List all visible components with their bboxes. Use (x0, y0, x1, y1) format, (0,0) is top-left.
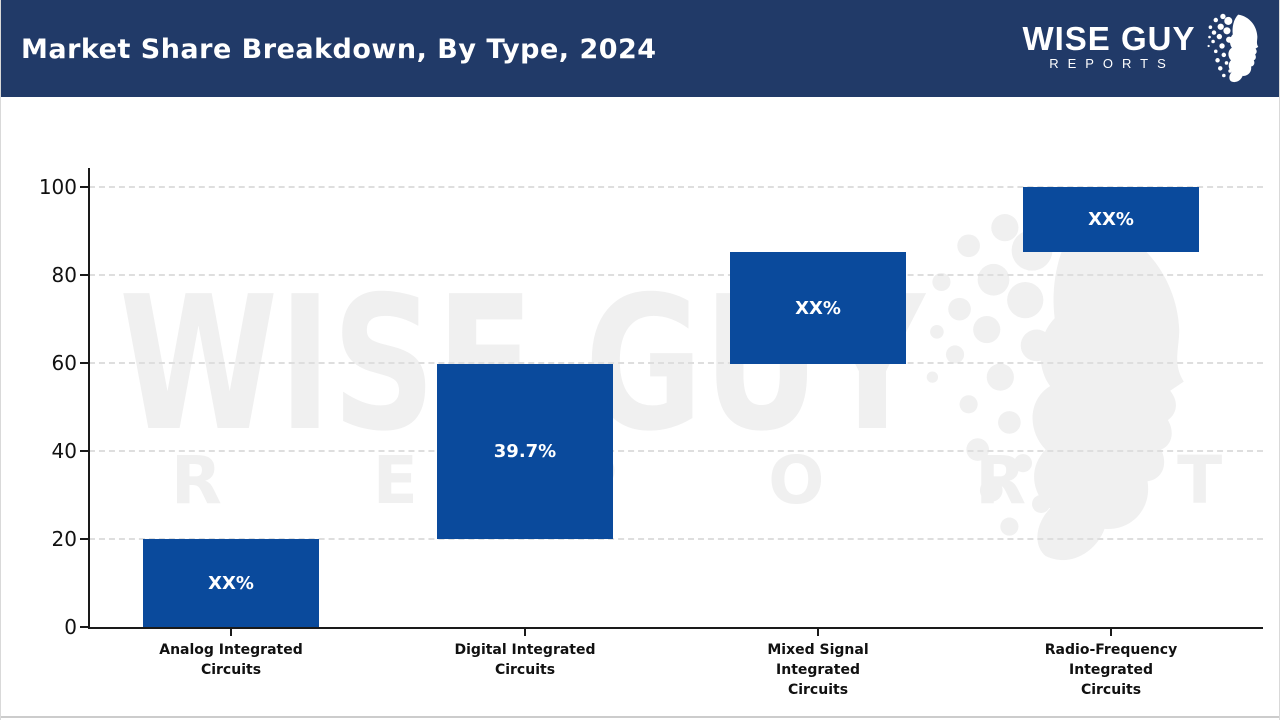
gridline-20 (89, 538, 1263, 540)
bar-value-label: XX% (208, 572, 254, 594)
x-tick-mark (524, 629, 526, 636)
y-tick-label: 40 (51, 439, 77, 463)
x-tick-mark (1110, 629, 1112, 636)
bar-value-label: XX% (1088, 209, 1134, 231)
x-category-label: Digital Integrated Circuits (454, 642, 596, 678)
y-tick-mark (80, 538, 88, 540)
y-tick-mark (80, 274, 88, 276)
header-bar: Market Share Breakdown, By Type, 2024 WI… (1, 0, 1279, 97)
y-tick-label: 20 (51, 527, 77, 551)
x-category-label: Analog Integrated Circuits (159, 642, 303, 678)
gridline-80 (89, 274, 1263, 276)
bar-value-label: XX% (795, 297, 841, 319)
chart-title: Market Share Breakdown, By Type, 2024 (21, 34, 657, 65)
y-tick-mark (80, 626, 88, 628)
x-tick-mark (817, 629, 819, 636)
logo-text: WISE GUY REPORTS (1019, 22, 1199, 72)
x-tick-mark (230, 629, 232, 636)
bar-digital-integrated-circuits: 39.7% (437, 364, 613, 539)
logo-subtitle: REPORTS (1049, 56, 1175, 71)
y-tick-mark (80, 362, 88, 364)
gridline-60 (89, 362, 1263, 364)
gridline-40 (89, 450, 1263, 452)
gridline-100 (89, 186, 1263, 188)
bar-radio-frequency-integrated-circuits: XX% (1023, 187, 1199, 253)
bar-value-label: 39.7% (493, 441, 557, 463)
bottom-border-line (1, 716, 1279, 718)
x-category-label: Mixed Signal Integrated Circuits (767, 642, 869, 698)
dotted-head-icon (1207, 13, 1259, 83)
x-axis-line (88, 627, 1263, 629)
logo-wordmark: WISE GUY (1022, 20, 1196, 57)
y-tick-label: 80 (51, 263, 77, 287)
y-tick-label: 0 (64, 615, 77, 639)
y-tick-mark (80, 450, 88, 452)
bar-mixed-signal-integrated-circuits: XX% (730, 252, 906, 365)
y-tick-mark (80, 186, 88, 188)
y-tick-label: 100 (38, 175, 77, 199)
wise-guy-reports-logo: WISE GUY REPORTS (1019, 8, 1269, 90)
y-tick-label: 60 (51, 351, 77, 375)
x-category-label: Radio-Frequency Integrated Circuits (1044, 642, 1178, 698)
y-axis-line (88, 168, 90, 629)
bar-analog-integrated-circuits: XX% (143, 539, 319, 627)
